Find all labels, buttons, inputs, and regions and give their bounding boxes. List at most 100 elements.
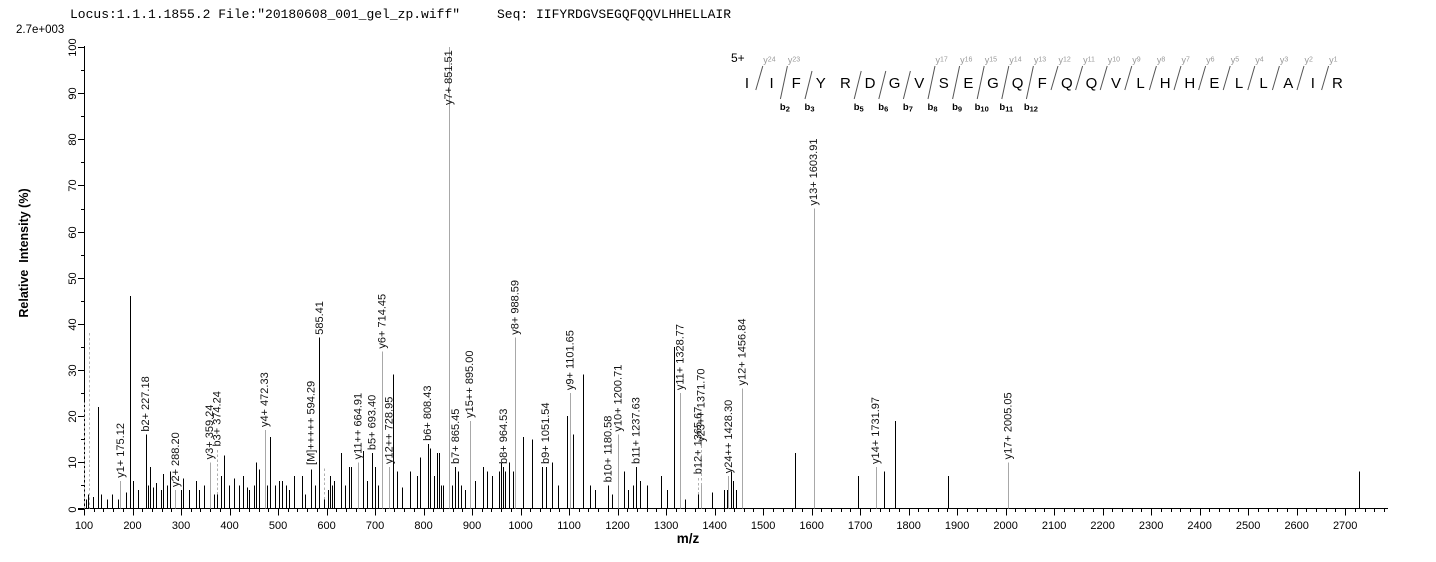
b-ion-ladder-label: b7 — [903, 102, 913, 114]
residue-letter: Y — [816, 75, 826, 92]
b-ion-ladder-label: b11 — [999, 102, 1013, 114]
x-tick-label: 300 — [172, 520, 190, 532]
residue-letter: S — [939, 75, 949, 92]
x-tick-label: 2300 — [1139, 520, 1163, 532]
y-ion-ladder-label: y17 — [936, 55, 948, 65]
x-tick-label: 900 — [463, 520, 481, 532]
residue-letter: I — [770, 75, 774, 92]
b-ion-ladder-label: b6 — [878, 102, 888, 114]
y-ion-ladder-label: y6 — [1206, 55, 1215, 65]
residue-letter: V — [914, 75, 924, 92]
y-tick-label: 60 — [67, 226, 79, 238]
peak-label: y10+ 1200.71 — [612, 365, 624, 432]
sequence-text: Seq: IIFYRDGVSEGQFQQVLHHELLAIR — [497, 7, 731, 22]
y-tick-label: 20 — [67, 410, 79, 422]
residue-letter: E — [1209, 75, 1219, 92]
x-tick-label: 800 — [414, 520, 432, 532]
x-tick-label: 1200 — [605, 520, 629, 532]
b-ion-ladder-label: b2 — [780, 102, 790, 114]
y-tick-label: 10 — [67, 456, 79, 468]
y-tick-label: 100 — [67, 38, 79, 56]
y-tick-label: 0 — [67, 506, 79, 512]
y-tick-label: 30 — [67, 364, 79, 376]
cleavage-slash — [853, 70, 862, 100]
y-ion-ladder-label: y3 — [1280, 55, 1289, 65]
peak-label: 585.41 — [314, 301, 326, 335]
x-tick-label: 1700 — [848, 520, 872, 532]
y-ion-ladder-label: y8 — [1157, 55, 1166, 65]
x-tick-label: 2200 — [1090, 520, 1114, 532]
y-ion-ladder-label: y9 — [1132, 55, 1141, 65]
residue-letter: L — [1259, 75, 1267, 92]
peak-label: b11+ 1237.63 — [630, 397, 642, 464]
peak-label: y2+ 288.20 — [170, 432, 182, 487]
residue-letter: A — [1283, 75, 1293, 92]
cleavage-slash — [1198, 65, 1207, 91]
cleavage-slash — [952, 65, 961, 100]
x-tick-label: 2400 — [1187, 520, 1211, 532]
cleavage-slash — [878, 70, 887, 100]
cleavage-slash — [1025, 65, 1034, 100]
x-tick-label: 2700 — [1333, 520, 1357, 532]
residue-letter: R — [840, 75, 851, 92]
residue-letter: D — [865, 75, 876, 92]
peaks — [84, 47, 1360, 509]
peak-label: y11+ 1328.77 — [675, 324, 687, 390]
peak-label: b8+ 964.53 — [498, 409, 510, 464]
y-tick-label: 90 — [67, 87, 79, 99]
b-ion-ladder-label: b9 — [952, 102, 962, 114]
peak-label: b2+ 227.18 — [140, 376, 152, 431]
peak-label: b10+ 1180.58 — [603, 416, 615, 483]
cleavage-slash — [1271, 65, 1280, 91]
x-tick-label: 600 — [317, 520, 335, 532]
y-ion-ladder-label: y10 — [1108, 55, 1120, 65]
x-tick-label: 200 — [123, 520, 141, 532]
cleavage-slash — [1075, 65, 1084, 91]
cleavage-slash — [1148, 65, 1157, 91]
peak-label: y4+ 472.33 — [259, 372, 271, 427]
cleavage-slash — [927, 65, 936, 100]
peak-label: b5+ 693.40 — [366, 395, 378, 450]
x-tick-label: 2500 — [1236, 520, 1260, 532]
residue-letter: E — [963, 75, 973, 92]
b-ion-ladder-label: b8 — [928, 102, 938, 114]
residue-letter: Q — [1012, 75, 1024, 92]
y-ion-ladder-label: y2 — [1305, 55, 1314, 65]
peak-label: b6+ 808.43 — [422, 386, 434, 441]
peak-label: y24++ 1428.30 — [723, 400, 735, 473]
y-ion-ladder-label: y1 — [1329, 55, 1338, 65]
residue-letter: F — [792, 75, 801, 92]
precursor-charge-label: 5+ — [731, 51, 745, 65]
peak-label: y7+ 851.51 — [443, 50, 455, 105]
residue-letter: L — [1136, 75, 1144, 92]
x-tick-label: 2100 — [1042, 520, 1066, 532]
cleavage-slash — [779, 65, 788, 100]
residue-letter: I — [745, 75, 749, 92]
y-ion-ladder-label: y4 — [1255, 55, 1264, 65]
residue-letter: G — [987, 75, 999, 92]
x-tick-label: 1900 — [945, 520, 969, 532]
cleavage-slash — [1247, 65, 1256, 91]
b-ion-ladder-label: b5 — [854, 102, 864, 114]
x-tick-label: 1100 — [557, 520, 581, 532]
peak-label: y6+ 714.45 — [377, 294, 389, 349]
x-tick-label: 1500 — [751, 520, 775, 532]
b-ion-ladder-label: b12 — [1024, 102, 1038, 114]
x-tick-label: 1300 — [654, 520, 678, 532]
x-tick-label: 400 — [220, 520, 238, 532]
x-tick-label: 500 — [269, 520, 287, 532]
peak-label: y12+ 1456.84 — [737, 319, 749, 386]
peak-label: y9+ 1101.65 — [564, 330, 576, 390]
cleavage-slash — [1099, 65, 1108, 91]
cleavage-slash — [902, 70, 911, 100]
intensity-scale-label: 2.7e+003 — [16, 24, 64, 36]
peak-label: b3+ 374.24 — [212, 391, 224, 446]
peak-label: y13+ 1603.91 — [808, 139, 820, 206]
peak-label: b12+ 1365.67 — [692, 407, 704, 475]
peak-label: y15++ 895.00 — [464, 351, 476, 418]
residue-letter: L — [1235, 75, 1243, 92]
residue-letter: H — [1184, 75, 1195, 92]
